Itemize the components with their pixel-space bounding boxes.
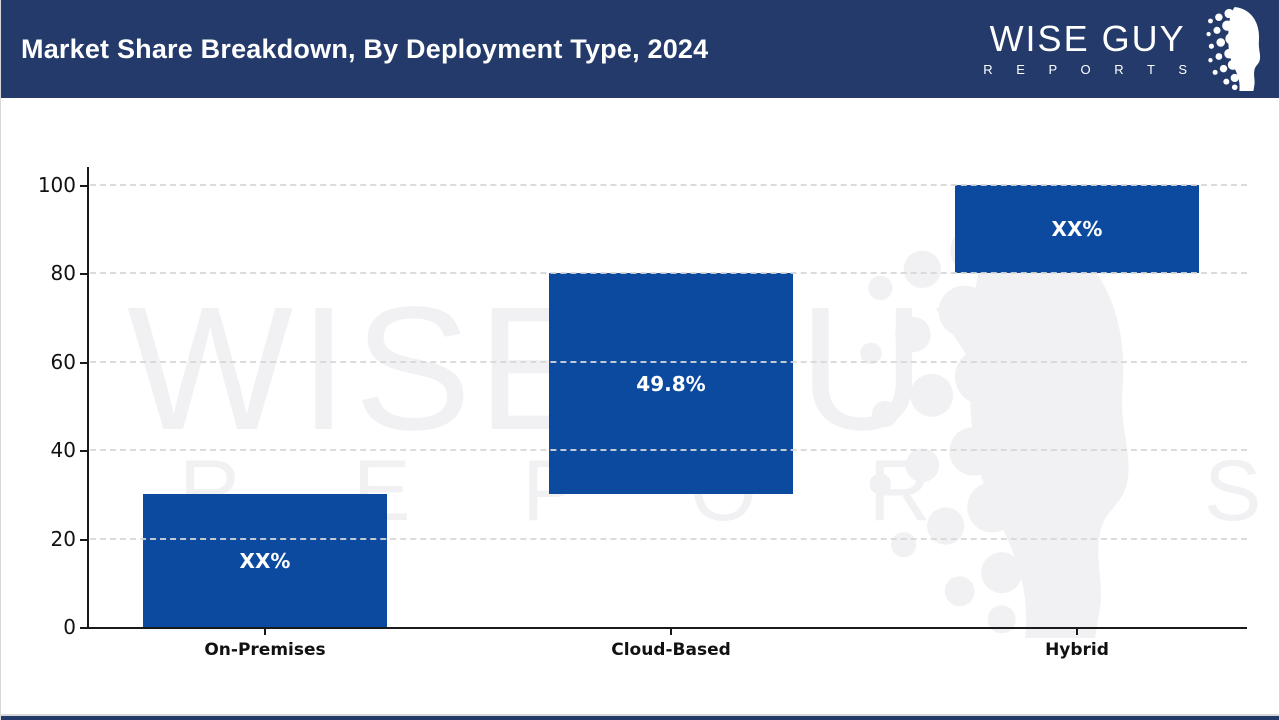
chart-title: Market Share Breakdown, By Deployment Ty… <box>21 33 709 64</box>
watermark-head-icon <box>833 218 1133 642</box>
y-tick-mark <box>80 185 87 187</box>
gridline <box>90 360 1247 363</box>
gridline <box>90 537 1247 540</box>
bar-value-label: XX% <box>239 548 291 573</box>
x-category-label-cloud-based: Cloud-Based <box>611 640 731 660</box>
header-bar: Market Share Breakdown, By Deployment Ty… <box>1 0 1279 98</box>
y-tick-mark <box>80 538 87 541</box>
x-axis-line <box>87 627 1247 629</box>
y-tick-mark <box>80 450 87 453</box>
y-axis-line <box>87 167 89 629</box>
y-tick-label: 60 <box>50 349 76 374</box>
y-tick-label: 0 <box>63 615 76 639</box>
gridline <box>90 184 1247 186</box>
wiseguy-logo: WISE GUY R E P O R T S <box>978 7 1261 91</box>
x-tick-mark <box>264 629 266 635</box>
footer-divider <box>1 714 1279 716</box>
footer-bar <box>1 716 1279 720</box>
dotted-head-icon <box>1201 7 1261 91</box>
bar-on-premises: XX% <box>143 494 387 627</box>
x-category-label-on-premises: On-Premises <box>204 640 326 660</box>
logo-wordmark: WISE GUY <box>989 18 1186 59</box>
x-tick-mark <box>1076 629 1078 635</box>
y-tick-mark <box>80 361 87 364</box>
bar-value-label: 49.8% <box>636 371 706 396</box>
x-category-label-hybrid: Hybrid <box>1045 640 1109 660</box>
x-tick-mark <box>670 629 672 635</box>
gridline <box>90 449 1247 452</box>
bar-value-label: XX% <box>1051 217 1103 242</box>
wiseguy-logo-text: WISE GUY R E P O R T S <box>978 18 1197 78</box>
bar-cloud-based: 49.8% <box>549 273 793 495</box>
y-tick-label: 40 <box>50 438 76 463</box>
logo-subtitle: R E P O R T S <box>983 62 1197 77</box>
y-tick-label: 80 <box>50 261 76 286</box>
bar-hybrid: XX% <box>955 185 1199 274</box>
y-tick-label: 20 <box>50 526 76 551</box>
gridline <box>90 272 1247 275</box>
y-tick-mark <box>80 273 87 276</box>
y-tick-mark <box>80 627 87 629</box>
y-tick-label: 100 <box>37 173 76 197</box>
